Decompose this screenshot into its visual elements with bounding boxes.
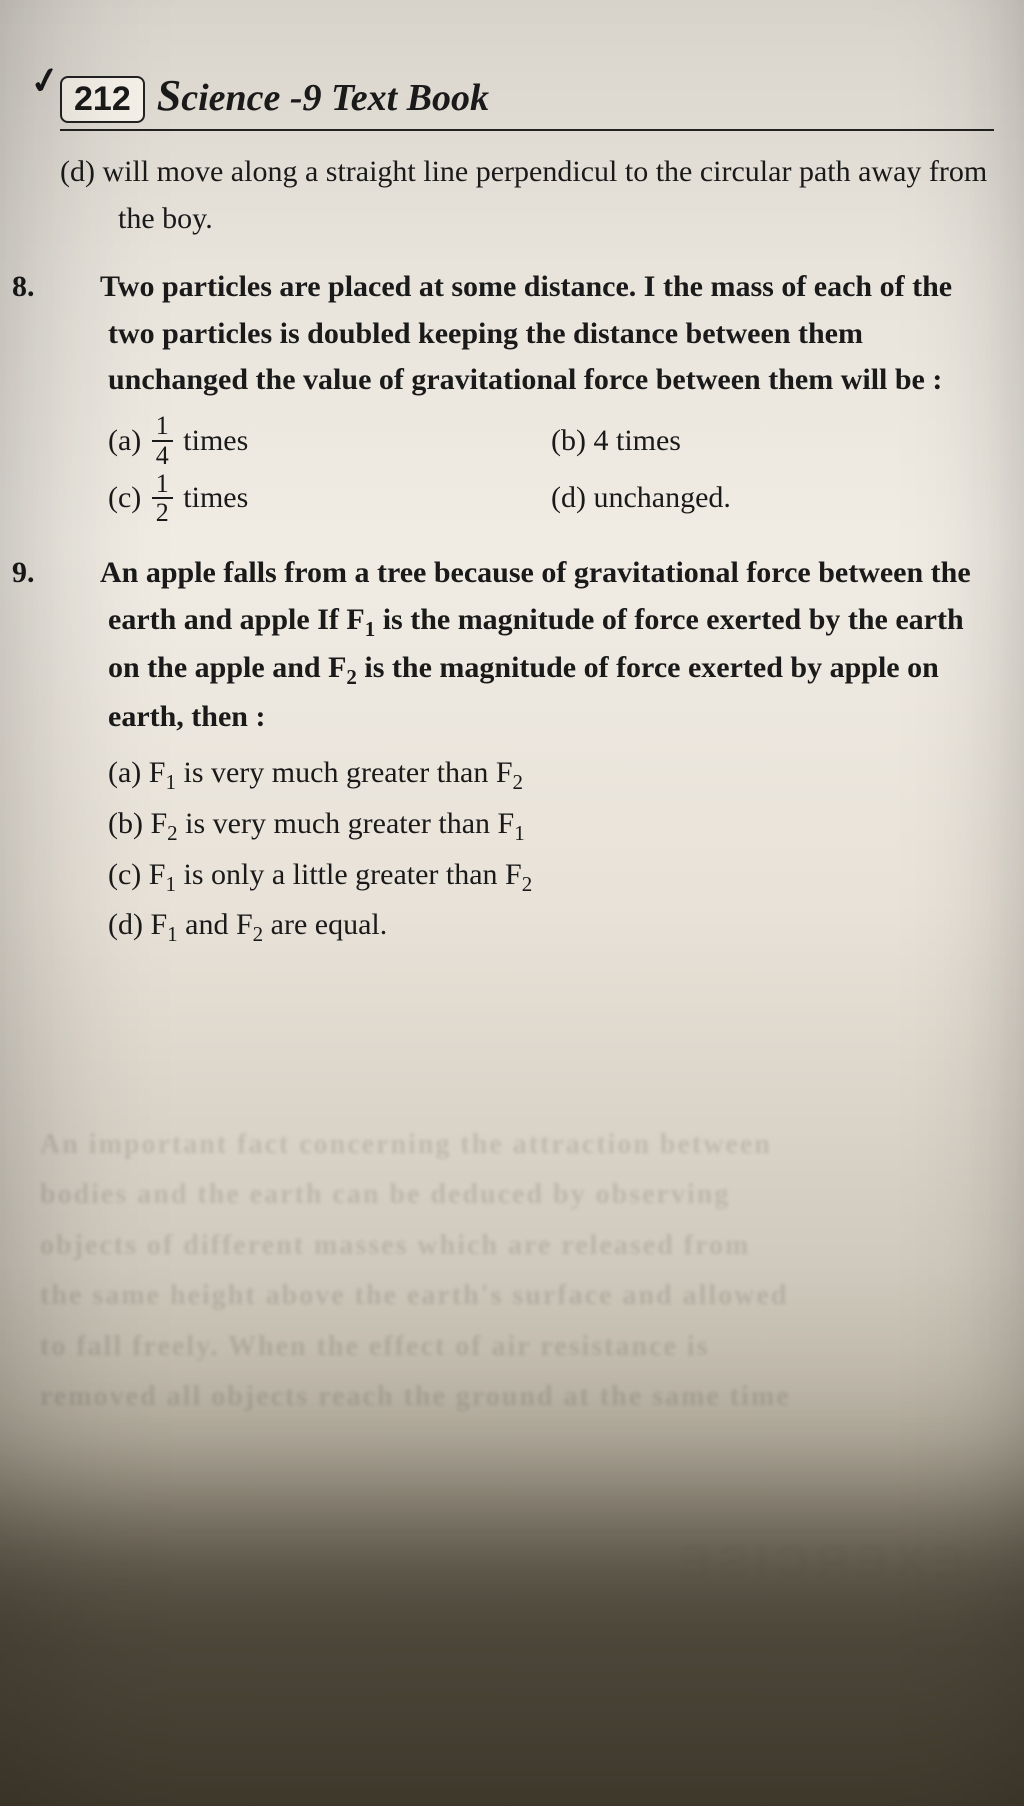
opt-label: (a) F bbox=[108, 756, 165, 789]
subscript: 1 bbox=[165, 770, 176, 794]
subscript: 2 bbox=[253, 922, 264, 946]
subscript: 2 bbox=[167, 821, 178, 845]
opt-tail: are equal. bbox=[263, 908, 387, 941]
opt-mid: is only a little greater than F bbox=[176, 858, 522, 891]
q9: 9.An apple falls from a tree because of … bbox=[60, 550, 994, 950]
subscript: 1 bbox=[165, 872, 176, 896]
opt-mid: and F bbox=[178, 908, 253, 941]
denominator: 4 bbox=[152, 442, 173, 469]
opt-mid: is very much greater than F bbox=[176, 756, 513, 789]
numerator: 1 bbox=[152, 412, 173, 441]
q8-text: Two particles are placed at some distanc… bbox=[100, 270, 952, 396]
faded-line: to fall freely. When the effect of air r… bbox=[40, 1322, 984, 1372]
fraction: 1 2 bbox=[152, 470, 173, 527]
q9-option-a: (a) F1 is very much greater than F2 bbox=[108, 750, 994, 799]
opt-label: (d) F bbox=[108, 908, 167, 941]
subscript: 1 bbox=[365, 617, 376, 641]
q8-option-b: (b) 4 times bbox=[551, 414, 994, 471]
numerator: 1 bbox=[152, 470, 173, 499]
opt-label: (b) F bbox=[108, 807, 167, 840]
q9-stem: 9.An apple falls from a tree because of … bbox=[60, 550, 994, 740]
page-header: ✓ 212 Science -9 Text Book bbox=[60, 70, 994, 131]
subscript: 1 bbox=[167, 922, 178, 946]
q9-number: 9. bbox=[60, 550, 100, 597]
subscript: 2 bbox=[346, 665, 357, 689]
checkmark-icon: ✓ bbox=[27, 58, 64, 105]
q8-option-d: (d) unchanged. bbox=[551, 471, 994, 528]
faded-line: the same height above the earth's surfac… bbox=[40, 1271, 984, 1321]
option-label: (a) bbox=[108, 424, 141, 457]
q8-number: 8. bbox=[60, 264, 100, 311]
q8: 8.Two particles are placed at some dista… bbox=[60, 264, 994, 528]
q9-option-b: (b) F2 is very much greater than F1 bbox=[108, 801, 994, 850]
book-title: Science -9 Text Book bbox=[157, 70, 489, 121]
option-suffix: times bbox=[176, 481, 249, 514]
q8-option-c: (c) 1 2 times bbox=[108, 471, 551, 528]
fraction: 1 4 bbox=[152, 412, 173, 469]
exercise-stamp: EXERCISE bbox=[673, 1520, 964, 1606]
option-label: (c) bbox=[108, 481, 141, 514]
bleed-through-text: An important fact concerning the attract… bbox=[0, 1100, 1024, 1806]
subscript: 2 bbox=[513, 770, 524, 794]
denominator: 2 bbox=[152, 499, 173, 526]
title-rest: cience -9 Text Book bbox=[181, 77, 489, 119]
q9-option-d: (d) F1 and F2 are equal. bbox=[108, 902, 994, 951]
option-text-line1: will move along a straight line perpendi… bbox=[102, 155, 617, 188]
q8-option-a: (a) 1 4 times bbox=[108, 414, 551, 471]
faded-line: removed all objects reach the ground at … bbox=[40, 1372, 984, 1422]
option-suffix: times bbox=[176, 424, 249, 457]
q9-option-c: (c) F1 is only a little greater than F2 bbox=[108, 852, 994, 901]
faded-line: objects of different masses which are re… bbox=[40, 1221, 984, 1271]
q9-options: (a) F1 is very much greater than F2 (b) … bbox=[60, 750, 994, 950]
q7-option-d: (d) will move along a straight line perp… bbox=[60, 149, 994, 242]
q7-fragment: (d) will move along a straight line perp… bbox=[60, 149, 994, 242]
faded-line: bodies and the earth can be deduced by o… bbox=[40, 1170, 984, 1220]
subscript: 1 bbox=[514, 821, 525, 845]
page-content: ✓ 212 Science -9 Text Book (d) will move… bbox=[20, 40, 1014, 993]
subscript: 2 bbox=[522, 872, 533, 896]
title-initial: S bbox=[157, 71, 181, 120]
page-number-box: 212 bbox=[60, 76, 145, 123]
option-label: (d) bbox=[60, 155, 95, 188]
q8-options: (a) 1 4 times (b) 4 times (c) 1 2 times … bbox=[60, 414, 994, 529]
faded-line: An important fact concerning the attract… bbox=[40, 1120, 984, 1170]
opt-label: (c) F bbox=[108, 858, 165, 891]
opt-mid: is very much greater than F bbox=[178, 807, 515, 840]
q8-stem: 8.Two particles are placed at some dista… bbox=[60, 264, 994, 404]
